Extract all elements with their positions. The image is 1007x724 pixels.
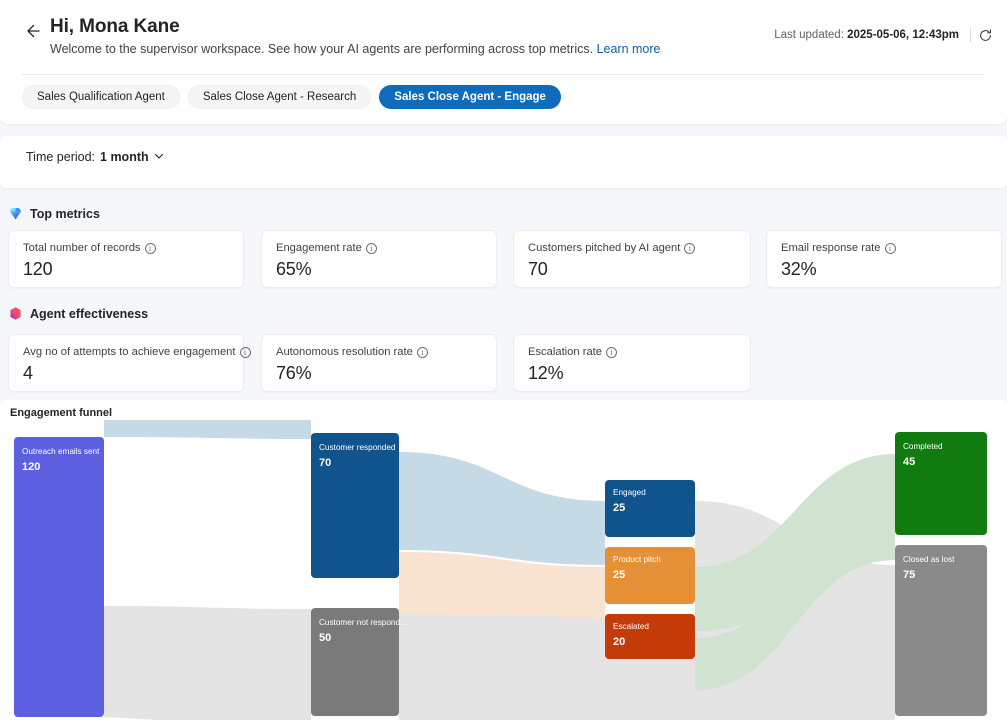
metric-card-customers-pitched: Customers pitched by AI agent i 70 — [513, 230, 751, 288]
sankey-node-label: Completed — [903, 442, 943, 451]
metric-value: 32% — [781, 259, 817, 279]
sankey-node-engaged[interactable]: Engaged 25 — [605, 480, 695, 537]
metric-card-email-response-rate: Email response rate i 32% — [766, 230, 1002, 288]
sankey-node-label: Engaged — [613, 488, 646, 497]
metric-card-autonomous-resolution-rate: Autonomous resolution rate i 76% — [261, 334, 497, 392]
funnel-title: Engagement funnel — [10, 407, 113, 419]
sankey-link-outreach-responded — [104, 420, 311, 439]
header-rule — [22, 74, 985, 75]
diamond-gem-icon — [8, 206, 23, 221]
sankey-links — [104, 420, 895, 720]
sankey-node-value: 120 — [22, 461, 40, 473]
metric-label: Autonomous resolution rate i — [276, 346, 428, 358]
sankey-link-product-pitch-completed — [695, 454, 895, 631]
agent-tab-sales-qualification[interactable]: Sales Qualification Agent — [22, 85, 180, 109]
time-period-value: 1 month — [100, 150, 149, 164]
info-icon[interactable]: i — [416, 346, 428, 358]
sankey-node-label: Escalated — [613, 622, 649, 631]
metric-value: 4 — [23, 363, 33, 383]
metric-label-text: Autonomous resolution rate — [276, 346, 413, 358]
learn-more-link[interactable]: Learn more — [596, 42, 661, 56]
sankey-node-not-responded[interactable]: Customer not respond... 50 — [311, 608, 407, 716]
metric-label: Avg no of attempts to achieve engagement… — [23, 346, 251, 358]
section-header-agent-effectiveness: Agent effectiveness — [8, 306, 148, 321]
section-header-top-metrics: Top metrics — [8, 206, 100, 221]
metric-label: Email response rate i — [781, 242, 896, 254]
sankey-node-value: 25 — [613, 569, 625, 581]
chevron-down-icon — [154, 150, 164, 164]
agent-tabs: Sales Qualification Agent Sales Close Ag… — [22, 85, 561, 109]
metric-label: Total number of records i — [23, 242, 156, 254]
info-icon[interactable]: i — [144, 242, 156, 254]
metric-card-total-records: Total number of records i 120 — [8, 230, 244, 288]
engagement-funnel-card: Engagement funnel Outreach emails sent 1… — [0, 400, 1007, 724]
agent-tab-sales-close-engage[interactable]: Sales Close Agent - Engage — [379, 85, 561, 109]
metric-label-text: Escalation rate — [528, 346, 603, 358]
sankey-node-label: Closed as lost — [903, 555, 955, 564]
sankey-node-closed-lost[interactable]: Closed as lost 75 — [895, 545, 987, 716]
refresh-icon[interactable] — [975, 25, 995, 45]
sankey-node-outreach[interactable]: Outreach emails sent 120 — [14, 437, 104, 717]
sankey-chart: Outreach emails sent 120 Customer respon… — [14, 420, 987, 720]
sankey-node-value: 70 — [319, 457, 331, 469]
sankey-node-completed[interactable]: Completed 45 — [895, 432, 987, 535]
sankey-node-label: Product pitch — [613, 555, 661, 564]
metric-label: Engagement rate i — [276, 242, 377, 254]
sankey-link-responded-engaged — [399, 452, 605, 565]
sankey-node-responded[interactable]: Customer responded 70 — [311, 433, 399, 578]
metric-card-escalation-rate: Escalation rate i 12% — [513, 334, 751, 392]
last-updated-label: Last updated: — [774, 29, 844, 41]
subtitle-text: Welcome to the supervisor workspace. See… — [50, 42, 594, 56]
metric-label-text: Customers pitched by AI agent — [528, 242, 681, 254]
sankey-node-value: 25 — [613, 502, 625, 514]
last-updated: Last updated: 2025-05-06, 12:43pm — [774, 29, 959, 41]
header-card: Hi, Mona Kane Welcome to the supervisor … — [0, 0, 1007, 124]
metric-card-avg-attempts: Avg no of attempts to achieve engagement… — [8, 334, 251, 392]
sankey-node-value: 50 — [319, 632, 331, 644]
info-icon[interactable]: i — [606, 346, 618, 358]
sankey-node-value: 20 — [613, 636, 625, 648]
metric-card-engagement-rate: Engagement rate i 65% — [261, 230, 497, 288]
time-period-label: Time period: — [26, 150, 96, 164]
metric-label: Customers pitched by AI agent i — [528, 242, 696, 254]
sankey-node-label: Customer not respond... — [319, 618, 407, 627]
sankey-link-escalated-completed — [695, 515, 895, 690]
sankey-node-label: Outreach emails sent — [22, 447, 100, 456]
info-icon[interactable]: i — [239, 346, 251, 358]
header-divider — [970, 28, 971, 42]
info-icon[interactable]: i — [365, 242, 377, 254]
sankey-node-value: 75 — [903, 569, 915, 581]
metric-label-text: Total number of records — [23, 242, 141, 254]
metric-label: Escalation rate i — [528, 346, 618, 358]
metric-value: 120 — [23, 259, 53, 279]
metric-label-text: Engagement rate — [276, 242, 362, 254]
page-subtitle: Welcome to the supervisor workspace. See… — [50, 41, 661, 57]
metric-value: 12% — [528, 363, 564, 383]
section-title-top-metrics: Top metrics — [30, 206, 100, 221]
sankey-link-outreach-not-responded — [104, 606, 311, 720]
sankey-node-product-pitch[interactable]: Product pitch 25 — [605, 547, 695, 604]
agent-tab-sales-close-research[interactable]: Sales Close Agent - Research — [187, 85, 372, 109]
last-updated-value: 2025-05-06, 12:43pm — [847, 29, 959, 41]
metric-label-text: Email response rate — [781, 242, 881, 254]
sankey-node-value: 45 — [903, 456, 915, 468]
filter-bar: Time period: 1 month — [0, 136, 1007, 188]
arrow-left-icon[interactable] — [22, 20, 44, 42]
page-title: Hi, Mona Kane — [50, 16, 180, 37]
info-icon[interactable]: i — [684, 242, 696, 254]
section-title-agent-effectiveness: Agent effectiveness — [30, 306, 149, 321]
metric-value: 65% — [276, 259, 312, 279]
metric-value: 76% — [276, 363, 312, 383]
metric-value: 70 — [528, 259, 548, 279]
info-icon[interactable]: i — [884, 242, 896, 254]
sankey-node-escalated[interactable]: Escalated 20 — [605, 614, 695, 659]
sankey-node-label: Customer responded — [319, 443, 396, 452]
metric-label-text: Avg no of attempts to achieve engagement — [23, 346, 236, 358]
sankey-nodes: Outreach emails sent 120 Customer respon… — [14, 432, 987, 717]
hexagon-gem-icon — [8, 306, 23, 321]
time-period-dropdown[interactable]: Time period: 1 month — [26, 150, 164, 164]
